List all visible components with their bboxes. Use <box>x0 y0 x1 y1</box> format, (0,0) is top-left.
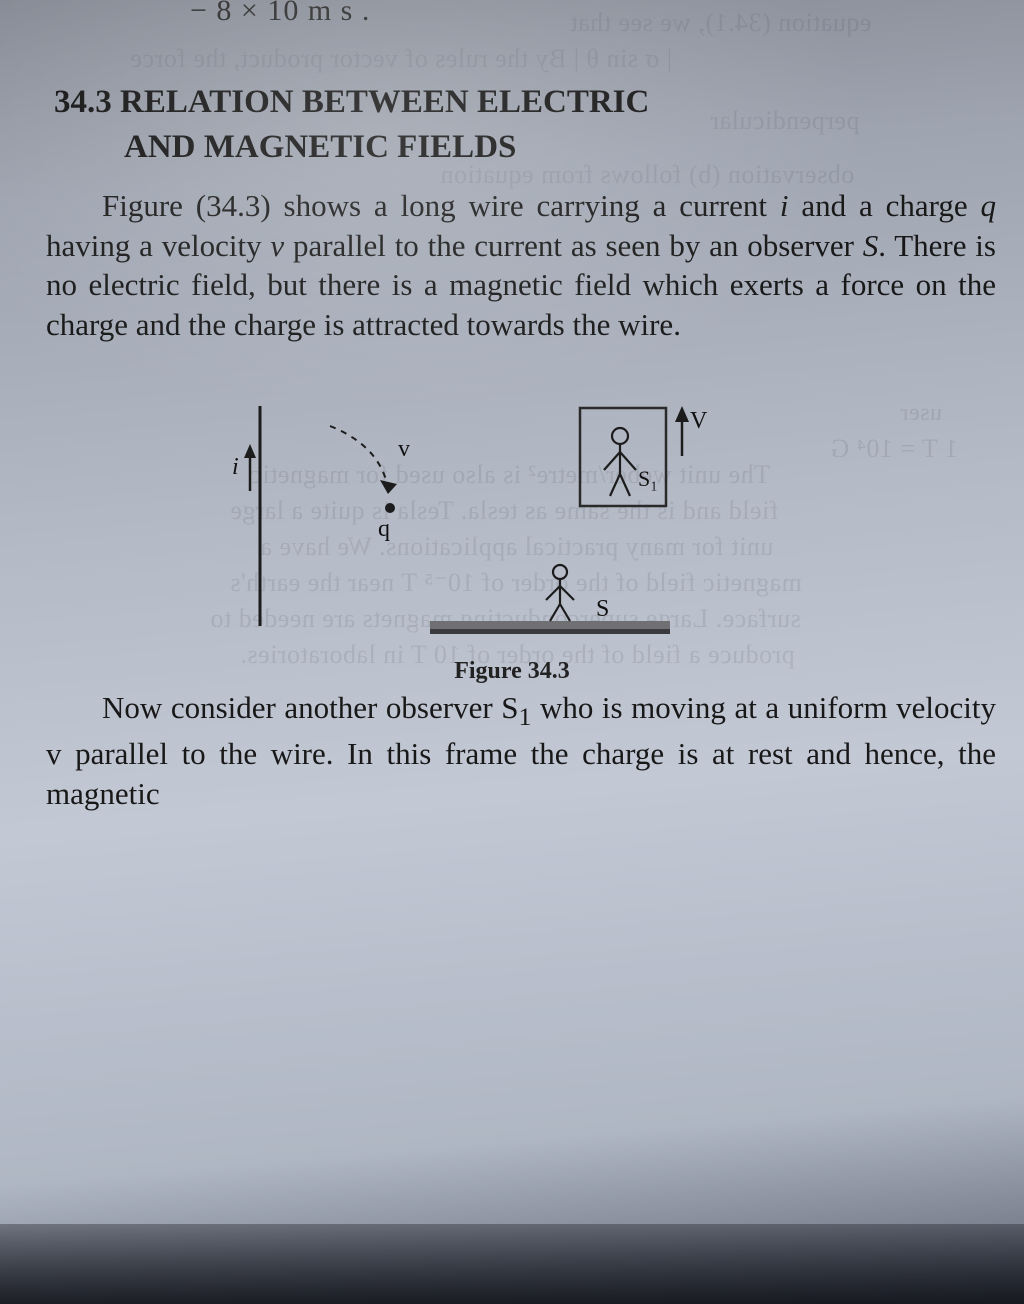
label-i: i <box>232 454 239 480</box>
label-V: V <box>690 408 708 434</box>
heading-line-1: RELATION BETWEEN ELECTRIC <box>120 84 649 120</box>
bottom-shadow <box>0 1224 1024 1304</box>
label-S: S <box>596 596 609 622</box>
paragraph-2: Now consider another observer S1 who is … <box>46 688 996 814</box>
section-number: 34.3 <box>54 84 112 120</box>
figure-34-3: i v q S <box>220 396 780 676</box>
figure-caption: Figure 34.3 <box>10 658 1014 685</box>
section-heading: 34.3 RELATION BETWEEN ELECTRIC AND MAGNE… <box>54 80 649 169</box>
label-q: q <box>378 516 390 542</box>
figure-svg: i v q S <box>220 396 780 656</box>
paragraph-1-text: Figure (34.3) shows a long wire carrying… <box>46 188 996 342</box>
paragraph-1: Figure (34.3) shows a long wire carrying… <box>46 186 996 345</box>
label-v-small: v <box>398 436 410 462</box>
heading-line-2: AND MAGNETIC FIELDS <box>124 129 516 165</box>
cutoff-previous-line: − 8 × 10 m s . <box>190 0 370 28</box>
paragraph-2-text: Now consider another observer S1 who is … <box>46 690 996 811</box>
page: equation (34.1), we see that| σ sin θ | … <box>10 0 1014 1304</box>
label-S1: S₁ <box>638 466 658 491</box>
